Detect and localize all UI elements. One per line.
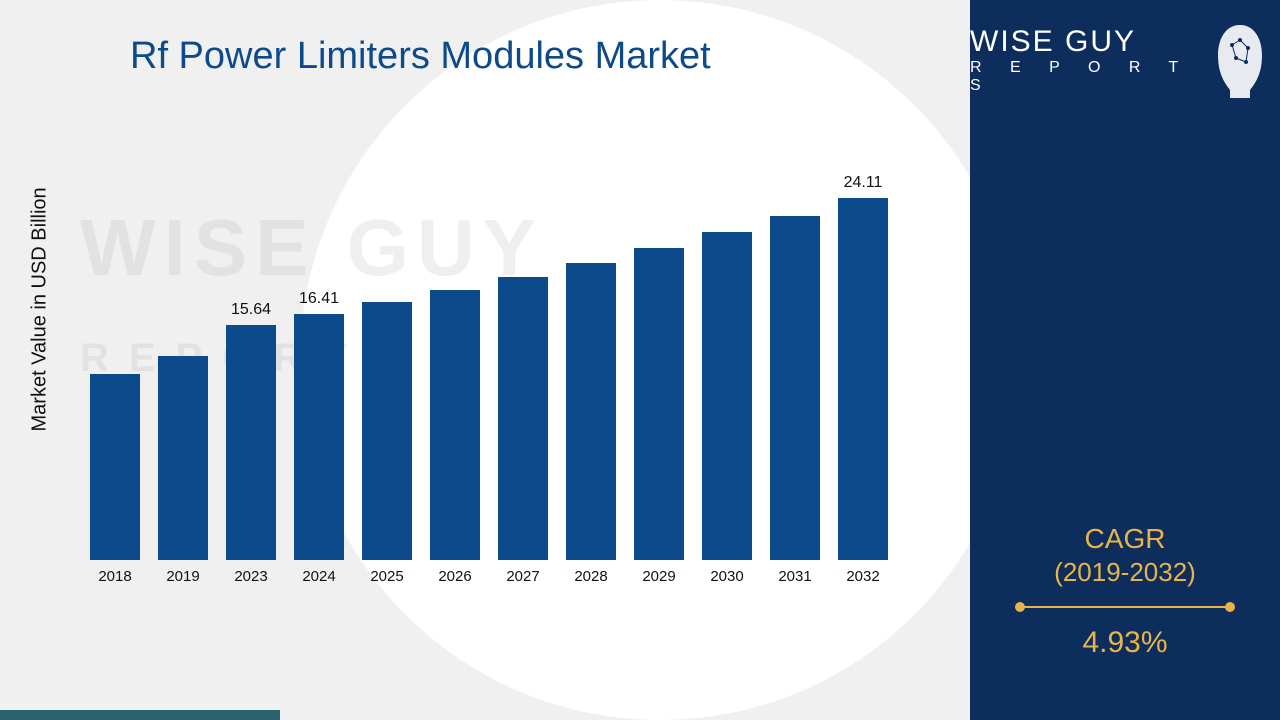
- head-icon: [1210, 20, 1270, 100]
- brand-logo: WISE GUY R E P O R T S: [970, 25, 1210, 95]
- bar-chart: Market Value in USD Billion 15.6416.4124…: [50, 140, 930, 610]
- x-axis-tick: 2019: [166, 568, 199, 585]
- right-panel: WISE GUY R E P O R T S CAGR (2019-2032) …: [970, 0, 1280, 720]
- bar: 16.41: [294, 314, 344, 560]
- cagr-value: 4.93%: [1010, 626, 1240, 660]
- x-axis-tick: 2018: [98, 568, 131, 585]
- bar: [566, 263, 616, 560]
- cagr-label: CAGR: [1010, 523, 1240, 555]
- bar: [362, 302, 412, 560]
- x-axis-tick: 2030: [710, 568, 743, 585]
- cagr-divider: [1020, 606, 1230, 608]
- bar: 15.64: [226, 325, 276, 560]
- cagr-block: CAGR (2019-2032) 4.93%: [1010, 523, 1240, 660]
- bottom-accent-bar: [0, 710, 280, 720]
- x-axis-tick: 2023: [234, 568, 267, 585]
- plot-area: 15.64 16.41 24.11: [90, 140, 910, 560]
- bar: 24.11: [838, 198, 888, 560]
- x-axis-tick: 2026: [438, 568, 471, 585]
- main-area: WISE GUYREPORTS Rf Power Limiters Module…: [0, 0, 970, 720]
- bar: [430, 290, 480, 560]
- bar-value-label: 16.41: [299, 290, 339, 308]
- x-axis-tick: 2024: [302, 568, 335, 585]
- bar: [158, 356, 208, 560]
- x-axis-tick: 2032: [846, 568, 879, 585]
- chart-title: Rf Power Limiters Modules Market: [130, 35, 711, 78]
- logo-sub-text: R E P O R T S: [970, 59, 1210, 95]
- x-axis-tick: 2031: [778, 568, 811, 585]
- x-axis-tick: 2025: [370, 568, 403, 585]
- bar: [770, 216, 820, 560]
- bar: [90, 374, 140, 560]
- bar: [702, 232, 752, 560]
- x-axis-tick: 2027: [506, 568, 539, 585]
- bar: [498, 277, 548, 561]
- bar-value-label: 15.64: [231, 301, 271, 319]
- bar-value-label: 24.11: [844, 174, 883, 192]
- y-axis-label: Market Value in USD Billion: [29, 187, 52, 431]
- bar: [634, 248, 684, 560]
- x-axis-tick: 2028: [574, 568, 607, 585]
- logo-main-text: WISE GUY: [970, 25, 1210, 59]
- cagr-range: (2019-2032): [1010, 557, 1240, 588]
- x-axis-tick: 2029: [642, 568, 675, 585]
